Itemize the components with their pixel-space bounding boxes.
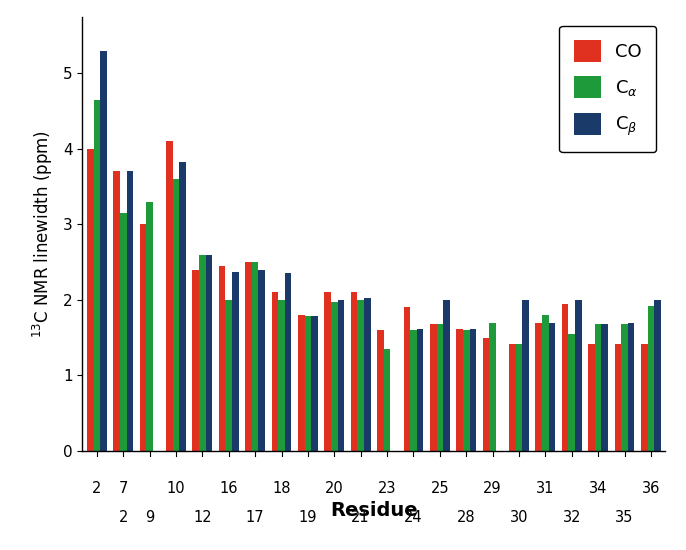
Bar [93,100,100,451]
Text: 32: 32 [563,510,581,525]
Bar [456,328,463,451]
Bar [628,322,635,451]
Bar [430,324,436,451]
Bar [641,344,648,451]
Text: 17: 17 [246,510,264,525]
Bar [516,344,522,451]
Bar [226,300,232,451]
Bar [364,298,370,451]
Bar [351,292,357,451]
Text: 7: 7 [119,481,128,497]
Text: 24: 24 [404,510,423,525]
Bar [285,273,292,451]
Bar [219,266,226,451]
Bar [232,272,239,451]
Bar [562,304,569,451]
Bar [469,328,476,451]
Bar [246,262,252,451]
Bar [87,148,93,451]
Bar [654,300,661,451]
Text: 28: 28 [457,510,475,525]
Bar [509,344,516,451]
Text: 20: 20 [325,481,344,497]
Bar [199,255,206,451]
Bar [416,328,423,451]
Bar [436,324,443,451]
Bar [206,255,212,451]
Text: 2: 2 [119,510,128,525]
Bar [569,334,575,451]
Text: 25: 25 [431,481,449,497]
Bar [252,262,259,451]
Text: 34: 34 [589,481,607,497]
Bar [305,316,311,451]
Bar [575,300,582,451]
Bar [259,270,265,451]
Text: 21: 21 [351,510,370,525]
Bar [173,179,179,451]
Text: 30: 30 [510,510,528,525]
Bar [588,344,595,451]
Bar [483,338,489,451]
Bar [120,213,126,451]
Text: 35: 35 [615,510,634,525]
Bar [324,292,331,451]
Bar [113,172,120,451]
Text: 16: 16 [220,481,238,497]
Bar [622,324,628,451]
Bar [357,300,364,451]
Bar [298,315,305,451]
Bar [443,300,450,451]
Bar [100,51,107,451]
Bar [648,306,654,451]
Bar [331,302,338,451]
Text: 19: 19 [298,510,317,525]
Text: 9: 9 [145,510,154,525]
Bar [536,322,542,451]
Bar [463,330,469,451]
Bar [166,141,173,451]
Bar [522,300,529,451]
Bar [272,292,279,451]
Bar [489,322,496,451]
Text: 36: 36 [641,481,660,497]
Text: 29: 29 [484,481,502,497]
Bar [193,270,199,451]
Bar [542,315,549,451]
Text: 31: 31 [536,481,554,497]
Text: 18: 18 [272,481,291,497]
Legend: CO, C$_{\alpha}$, C$_{\beta}$: CO, C$_{\alpha}$, C$_{\beta}$ [559,25,657,152]
Text: 12: 12 [193,510,212,525]
Text: 2: 2 [92,481,102,497]
Bar [338,300,344,451]
Bar [615,344,622,451]
Bar [146,202,153,451]
Bar [549,322,555,451]
Text: 10: 10 [167,481,185,497]
Bar [410,330,416,451]
Bar [403,307,410,451]
Bar [602,324,608,451]
X-axis label: Residue: Residue [330,501,418,520]
Bar [140,224,146,451]
Bar [595,324,602,451]
Bar [126,172,133,451]
Bar [179,162,186,451]
Bar [383,349,390,451]
Bar [377,330,383,451]
Bar [311,316,318,451]
Bar [279,300,285,451]
Text: 23: 23 [378,481,397,497]
Y-axis label: $^{13}$C NMR linewidth (ppm): $^{13}$C NMR linewidth (ppm) [30,130,54,338]
